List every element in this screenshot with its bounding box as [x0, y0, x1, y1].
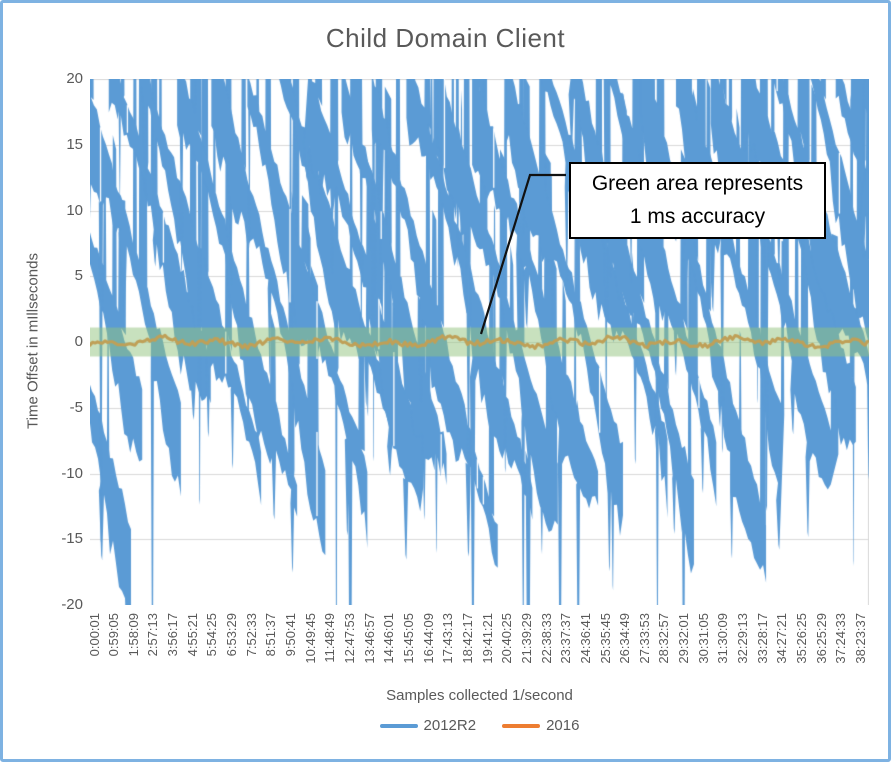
x-tick-label: 31:30:09: [715, 613, 731, 664]
legend-swatch-2012r2: [379, 723, 418, 728]
x-tick-label: 28:32:57: [656, 613, 672, 664]
x-tick-label: 3:56:17: [165, 613, 181, 657]
legend-label-2016: 2016: [546, 717, 580, 734]
x-tick-label: 23:37:37: [558, 613, 574, 664]
legend-item-2012r2: 2012R2: [379, 717, 477, 734]
legend-label-2012r2: 2012R2: [423, 717, 477, 734]
x-tick-label: 29:32:01: [676, 613, 692, 664]
x-tick-label: 14:46:01: [381, 613, 397, 664]
y-tick-label: -10: [61, 464, 83, 482]
y-tick-label: 5: [74, 267, 83, 285]
x-tick-label: 6:53:29: [224, 613, 240, 657]
x-tick-label: 20:40:25: [499, 613, 515, 664]
x-tick-label: 0:59:05: [106, 613, 122, 657]
x-tick-label: 17:43:13: [440, 613, 456, 664]
x-tick-label: 27:33:53: [636, 613, 652, 664]
chart-title: Child Domain Client: [325, 23, 566, 53]
x-tick-label: 35:26:25: [794, 613, 810, 664]
x-tick-label: 37:24:33: [833, 613, 849, 664]
y-tick-label: 20: [66, 70, 83, 87]
x-tick-label: 33:28:17: [754, 613, 770, 664]
x-tick-label: 16:44:09: [420, 613, 436, 664]
x-tick-label: 21:39:29: [518, 613, 534, 664]
x-tick-label: 32:29:13: [735, 613, 751, 664]
x-tick-label: 13:46:57: [361, 613, 377, 664]
x-tick-label: 12:47:53: [342, 613, 357, 664]
x-axis-title: Samples collected 1/second: [386, 687, 573, 704]
x-tick-label: 19:41:21: [479, 613, 495, 664]
x-tick-label: 18:42:17: [459, 613, 475, 664]
x-tick-label: 10:49:45: [302, 613, 318, 664]
x-tick-label: 11:48:49: [322, 613, 338, 663]
x-tick-label: 4:55:21: [184, 613, 200, 657]
y-tick-label: -20: [61, 596, 83, 613]
y-tick-label: 15: [66, 135, 83, 153]
x-tick-label: 30:31:05: [695, 613, 711, 664]
x-tick-label: 26:34:49: [617, 613, 633, 664]
x-tick-label: 2:57:13: [145, 613, 161, 657]
x-tick-label: 5:54:25: [204, 613, 220, 657]
x-tick-label: 38:23:37: [853, 613, 868, 664]
x-tick-label: 15:45:05: [400, 613, 416, 664]
x-tick-label: 34:27:21: [774, 613, 790, 664]
x-tick-label: 7:52:33: [243, 613, 259, 657]
x-tick-label: 9:50:41: [283, 613, 299, 657]
y-tick-label: -5: [69, 398, 83, 416]
annotation-box: Green area represents 1 ms accuracy: [569, 162, 826, 239]
legend: 2012R2 2016: [90, 717, 869, 734]
x-tick-label: 22:38:33: [538, 613, 554, 664]
legend-item-2016: 2016: [502, 717, 579, 734]
y-tick-label: 0: [74, 333, 83, 350]
plot-area: [90, 79, 869, 605]
x-tick-label: 24:36:41: [577, 613, 593, 664]
x-tick-label: 1:58:09: [125, 613, 141, 657]
x-tick-label: 25:35:45: [597, 613, 613, 664]
y-tick-label: 10: [66, 201, 83, 219]
y-tick-label: -15: [61, 530, 83, 548]
legend-swatch-2016: [502, 723, 541, 728]
x-tick-label: 36:25:29: [813, 613, 829, 664]
x-tick-label: 8:51:37: [263, 613, 279, 657]
x-tick-label: 0:00:01: [86, 613, 102, 657]
